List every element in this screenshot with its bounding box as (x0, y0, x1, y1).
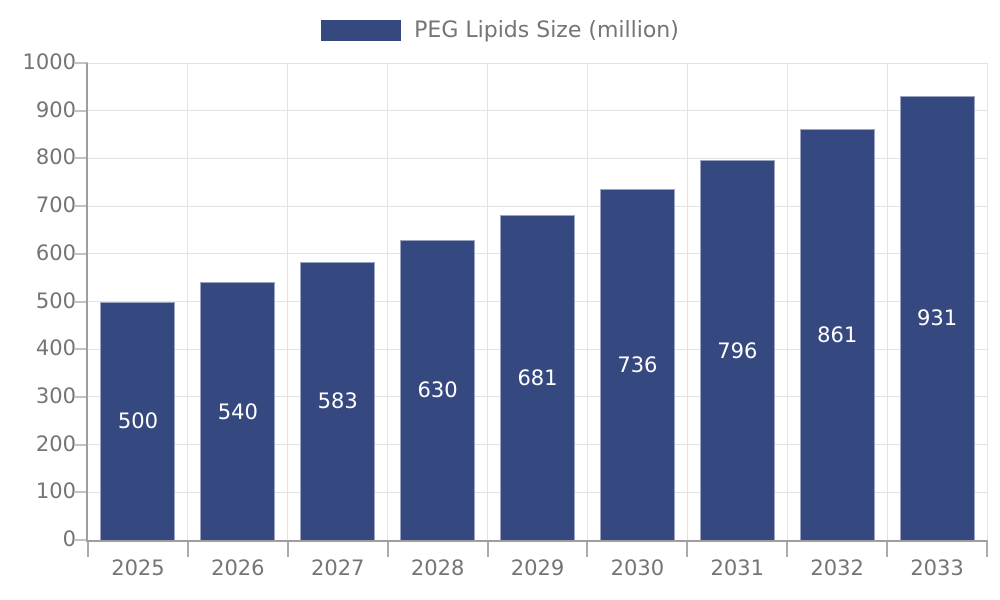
x-axis-line (86, 540, 987, 542)
x-axis-label: 2026 (211, 556, 265, 580)
gridline-vertical (786, 63, 788, 540)
x-tick-mark (886, 540, 889, 557)
y-tick-mark (74, 252, 88, 255)
x-tick-mark (986, 540, 988, 557)
bar-2025[interactable]: 500 (100, 301, 176, 540)
legend-swatch (321, 19, 402, 41)
y-axis-label: 200 (35, 431, 76, 456)
x-axis-label: 2032 (810, 556, 864, 580)
bar-value-label: 500 (117, 409, 158, 434)
plot-area: 500 540 583 630 681 736 796 861 931 (88, 62, 988, 540)
gridline-vertical (586, 63, 588, 540)
bar-2032[interactable]: 861 (799, 129, 875, 540)
y-axis-label: 400 (35, 336, 76, 361)
bar-value-label: 736 (617, 352, 658, 377)
gridline-horizontal (88, 205, 987, 207)
gridline-horizontal (88, 62, 987, 64)
gridline-vertical (686, 63, 688, 540)
y-tick-mark (74, 205, 88, 208)
x-axis-label: 2033 (910, 556, 964, 580)
y-axis-label: 700 (35, 193, 76, 218)
y-tick-mark (74, 443, 88, 446)
x-axis-label: 2028 (410, 556, 465, 580)
bar-value-label: 540 (217, 399, 258, 424)
y-tick-mark (74, 348, 88, 351)
y-axis-line (86, 63, 88, 542)
bar-value-label: 630 (417, 378, 458, 403)
y-tick-mark (74, 109, 88, 112)
y-axis-label: 500 (35, 288, 76, 313)
y-tick-mark (74, 491, 88, 494)
legend[interactable]: PEG Lipids Size (million) (0, 15, 1000, 45)
x-axis-label: 2031 (710, 556, 764, 580)
y-tick-mark (74, 62, 88, 64)
y-tick-mark (74, 539, 88, 541)
x-axis-label: 2025 (111, 556, 165, 580)
x-tick-mark (686, 540, 689, 557)
bar-value-label: 796 (717, 338, 758, 363)
gridline-horizontal (88, 157, 987, 159)
x-tick-mark (586, 540, 589, 557)
gridline-horizontal (88, 110, 987, 112)
x-axis-label: 2027 (310, 556, 365, 580)
gridline-vertical (387, 63, 389, 540)
x-tick-mark (386, 540, 389, 557)
y-axis-label: 300 (35, 383, 76, 408)
bar-value-label: 681 (517, 366, 558, 391)
gridline-vertical (187, 63, 189, 540)
gridline-vertical (986, 63, 988, 540)
bar-2029[interactable]: 681 (500, 215, 575, 540)
bar-value-label: 931 (917, 306, 958, 331)
x-tick-mark (286, 540, 289, 557)
y-axis-label: 0 (62, 527, 76, 552)
y-axis-label: 600 (35, 240, 76, 265)
bar-2033[interactable]: 931 (899, 95, 975, 540)
x-axis-label: 2030 (610, 556, 665, 580)
x-tick-mark (87, 540, 89, 557)
y-tick-mark (74, 395, 88, 398)
y-axis-label: 100 (35, 479, 76, 504)
y-tick-mark (74, 157, 88, 160)
bar-2027[interactable]: 583 (300, 261, 376, 540)
x-tick-mark (486, 540, 489, 557)
y-axis-label: 900 (35, 97, 76, 122)
y-axis-label: 800 (35, 145, 76, 170)
bar-2028[interactable]: 630 (400, 239, 476, 540)
bar-2026[interactable]: 540 (200, 282, 276, 540)
bar-value-label: 861 (817, 323, 858, 348)
y-tick-mark (74, 300, 88, 303)
bar-2030[interactable]: 736 (599, 188, 675, 540)
gridline-vertical (886, 63, 888, 540)
legend-label: PEG Lipids Size (million) (414, 17, 679, 43)
y-axis-label: 1000 (22, 50, 76, 75)
x-tick-mark (186, 540, 189, 557)
x-axis-label: 2029 (510, 556, 565, 580)
x-tick-mark (786, 540, 789, 557)
bar-2031[interactable]: 796 (699, 160, 775, 540)
gridline-vertical (487, 63, 489, 540)
gridline-vertical (287, 63, 289, 540)
bar-value-label: 583 (317, 389, 358, 414)
